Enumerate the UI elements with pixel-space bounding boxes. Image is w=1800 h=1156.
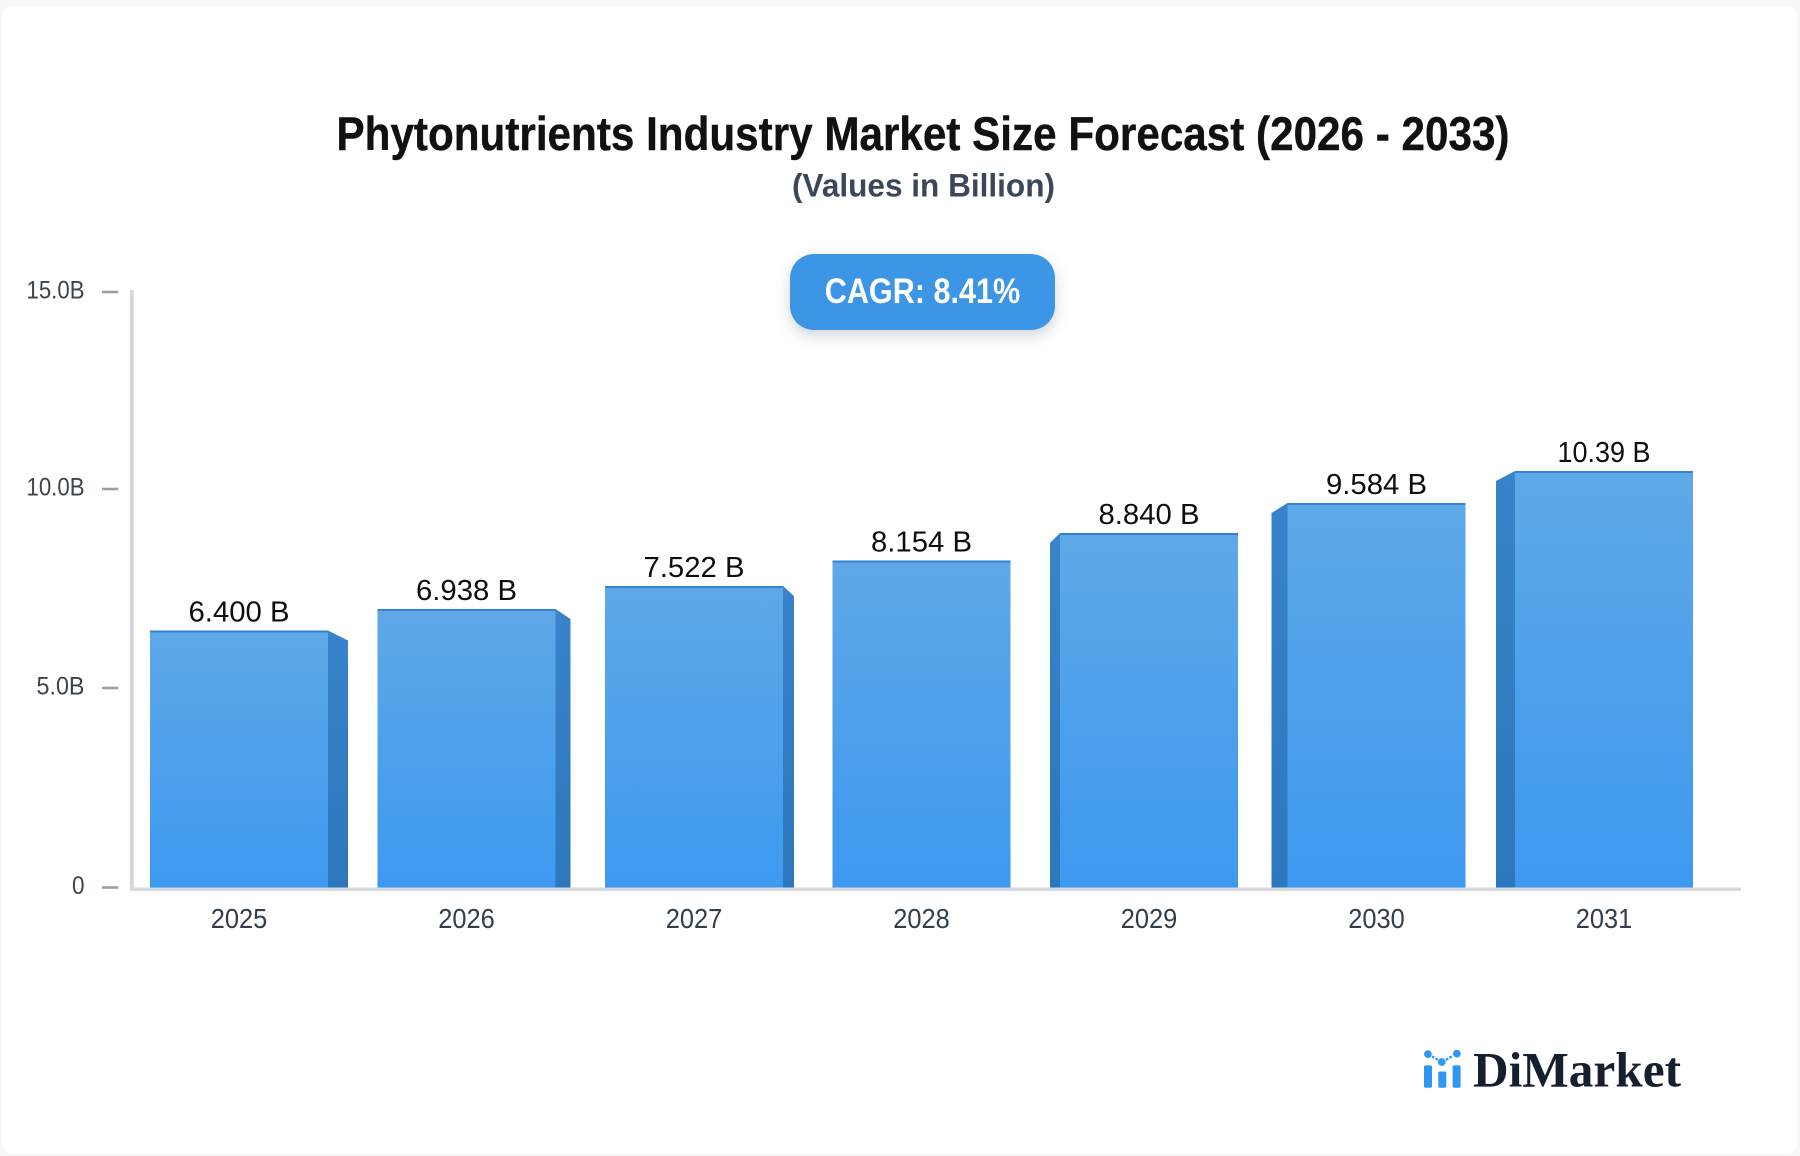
svg-text:2031: 2031 [1576,903,1633,934]
svg-text:CAGR: 8.41%: CAGR: 8.41% [825,272,1021,311]
svg-text:DiMarket: DiMarket [1473,1042,1681,1098]
svg-text:2028: 2028 [893,903,950,934]
svg-text:(Values in Billion): (Values in Billion) [792,168,1055,204]
svg-text:7.522 B: 7.522 B [644,552,745,584]
svg-text:6.400 B: 6.400 B [189,597,290,629]
svg-text:2029: 2029 [1121,903,1178,934]
svg-text:5.0B: 5.0B [37,673,85,701]
svg-text:10.39 B: 10.39 B [1558,437,1651,469]
svg-text:2025: 2025 [211,903,268,934]
svg-text:6.938 B: 6.938 B [416,575,517,607]
svg-text:2027: 2027 [666,903,723,934]
svg-text:9.584 B: 9.584 B [1326,469,1427,501]
svg-text:2026: 2026 [438,903,495,934]
svg-text:10.0B: 10.0B [27,474,85,502]
svg-text:15.0B: 15.0B [27,277,85,305]
svg-text:8.154 B: 8.154 B [871,527,972,559]
svg-text:2030: 2030 [1348,903,1405,934]
svg-text:Phytonutrients Industry Market: Phytonutrients Industry Market Size Fore… [337,107,1510,160]
svg-text:0: 0 [72,872,85,900]
svg-text:8.840 B: 8.840 B [1099,499,1200,531]
